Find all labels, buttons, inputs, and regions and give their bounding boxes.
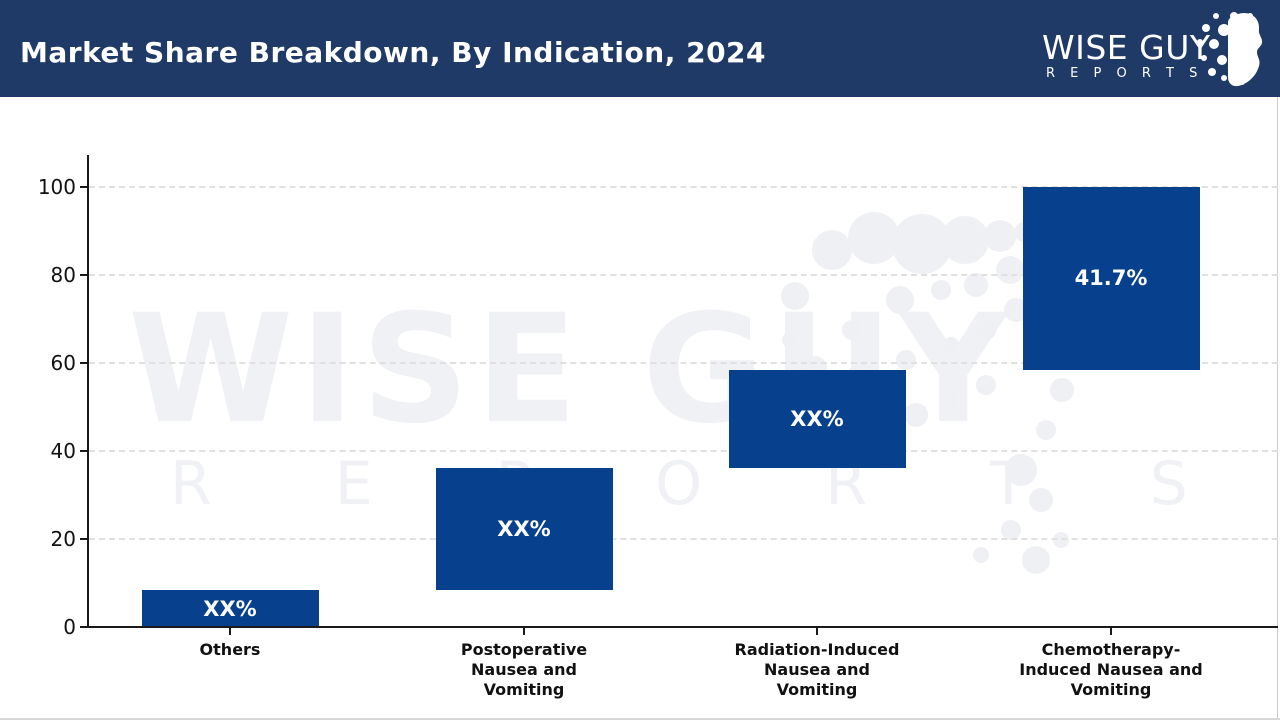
x-tick-mark [1110, 628, 1112, 635]
watermark-dots-face-icon [781, 212, 1100, 574]
x-category-label: Others [199, 640, 261, 659]
figure-right-border [1277, 97, 1278, 718]
y-tick-mark [80, 626, 87, 628]
x-category-label: Radiation-Induced Nausea and Vomiting [734, 640, 900, 699]
y-tick-label: 20 [50, 526, 76, 551]
y-tick-label: 40 [50, 438, 76, 463]
y-tick-label: 0 [63, 615, 76, 639]
x-category-label: Chemotherapy- Induced Nausea and Vomitin… [1019, 640, 1203, 699]
chart-title: Market Share Breakdown, By Indication, 2… [20, 36, 767, 69]
y-tick-mark [80, 537, 87, 540]
figure-bottom-border [0, 718, 1280, 720]
bar-segment: 41.7% [1022, 186, 1200, 371]
x-category-label: Postoperative Nausea and Vomiting [460, 640, 588, 699]
y-tick-label: 60 [50, 350, 76, 375]
y-tick-mark [80, 273, 87, 276]
y-tick-label: 100 [37, 174, 76, 199]
gridline [89, 185, 1278, 188]
gridline [89, 537, 1278, 540]
y-tick-mark [80, 449, 87, 452]
gridline [89, 449, 1278, 452]
y-tick-mark [80, 185, 87, 188]
dotted-face-icon [1197, 12, 1263, 87]
x-tick-mark [523, 628, 525, 635]
bar-value-label: 41.7% [1074, 266, 1148, 291]
wise-guy-logo: WISE GUY R E P O R T S [1016, 6, 1266, 92]
gridline [89, 361, 1278, 364]
bar-value-label: XX% [497, 517, 551, 542]
y-tick-label: 80 [50, 262, 76, 287]
bar-value-label: XX% [203, 596, 257, 621]
chart-area: WISE GUY R E P O R T S 0 20 40 60 80 100 XX% Ot… [0, 97, 1280, 720]
x-tick-mark [229, 628, 231, 635]
bar-segment: XX% [435, 467, 613, 591]
x-tick-mark [816, 628, 818, 635]
logo-wordmark: WISE GUY [1042, 28, 1211, 67]
bar-segment: XX% [141, 590, 319, 627]
x-axis-line [87, 626, 1278, 628]
header-bar: Market Share Breakdown, By Indication, 2… [0, 0, 1280, 97]
gridline [89, 273, 1278, 276]
y-axis-line [87, 155, 89, 628]
logo-reports-text: R E P O R T S [1046, 66, 1203, 81]
bar-segment: XX% [728, 370, 906, 468]
y-tick-mark [80, 361, 87, 364]
bar-value-label: XX% [790, 407, 844, 432]
